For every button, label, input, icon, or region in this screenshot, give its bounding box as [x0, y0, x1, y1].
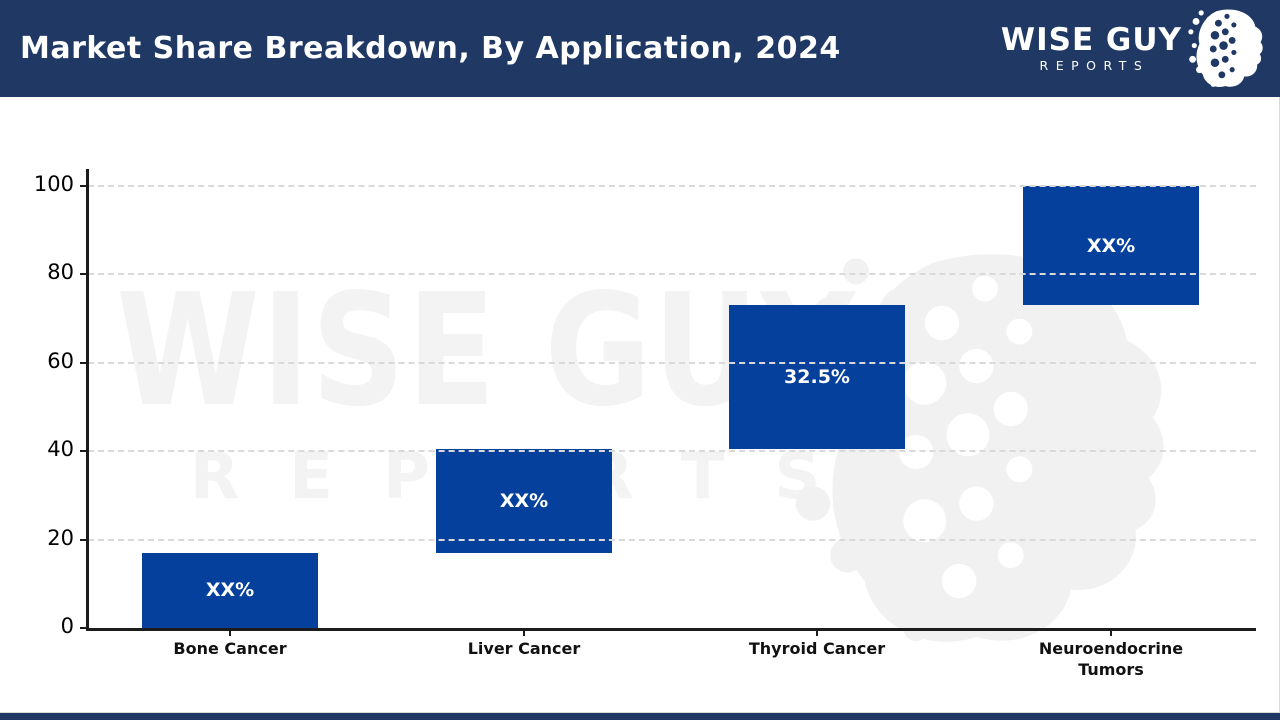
bar: XX%: [1023, 186, 1199, 306]
y-axis-tick-label: 0: [60, 614, 74, 638]
x-axis-tick: [229, 628, 231, 636]
gridline: [88, 450, 1256, 453]
x-axis-tick: [816, 628, 818, 636]
bar-value-label: XX%: [1086, 234, 1136, 257]
bar-value-label: XX%: [205, 579, 255, 602]
x-axis-line: [86, 628, 1256, 631]
y-axis-tick: [80, 538, 88, 541]
y-axis-tick: [80, 273, 88, 276]
logo-subtext: REPORTS: [1039, 57, 1150, 73]
chart-title: Market Share Breakdown, By Application, …: [20, 31, 841, 66]
wiseguy-logo: WISE GUY REPORTS: [1001, 6, 1270, 92]
y-axis-tick: [80, 185, 88, 187]
y-axis-tick-label: 100: [33, 172, 74, 196]
category-label: Liver Cancer: [467, 639, 581, 658]
y-axis-tick-label: 80: [47, 260, 74, 285]
y-axis-tick-label: 20: [47, 525, 74, 550]
logo-text: WISE GUY REPORTS: [1000, 21, 1182, 73]
gridline: [88, 361, 1256, 364]
y-axis-tick-label: 40: [47, 437, 74, 462]
gridline: [88, 538, 1256, 541]
bar-value-label: XX%: [499, 489, 549, 512]
y-axis-line: [86, 169, 89, 631]
bar: 32.5%: [729, 305, 905, 449]
footer-bar: [0, 713, 1280, 720]
y-axis-tick: [80, 450, 88, 453]
gridline: [88, 185, 1256, 187]
category-label: Neuroendocrine Tumors: [1038, 639, 1184, 679]
wiseguy-head-icon: [1188, 8, 1263, 87]
bar: XX%: [436, 448, 612, 553]
logo-wordmark: WISE GUY: [1000, 21, 1182, 58]
bar-value-label: 32.5%: [784, 366, 850, 389]
header: Market Share Breakdown, By Application, …: [0, 0, 1280, 97]
y-axis-tick-label: 60: [47, 348, 74, 373]
x-axis-tick: [1110, 628, 1112, 636]
category-label: Thyroid Cancer: [748, 639, 886, 658]
x-axis-tick: [523, 628, 525, 636]
category-label: Bone Cancer: [173, 639, 287, 658]
y-axis-tick: [80, 627, 88, 629]
y-axis-tick: [80, 361, 88, 364]
gridline: [88, 273, 1256, 276]
bar: XX%: [142, 552, 318, 628]
